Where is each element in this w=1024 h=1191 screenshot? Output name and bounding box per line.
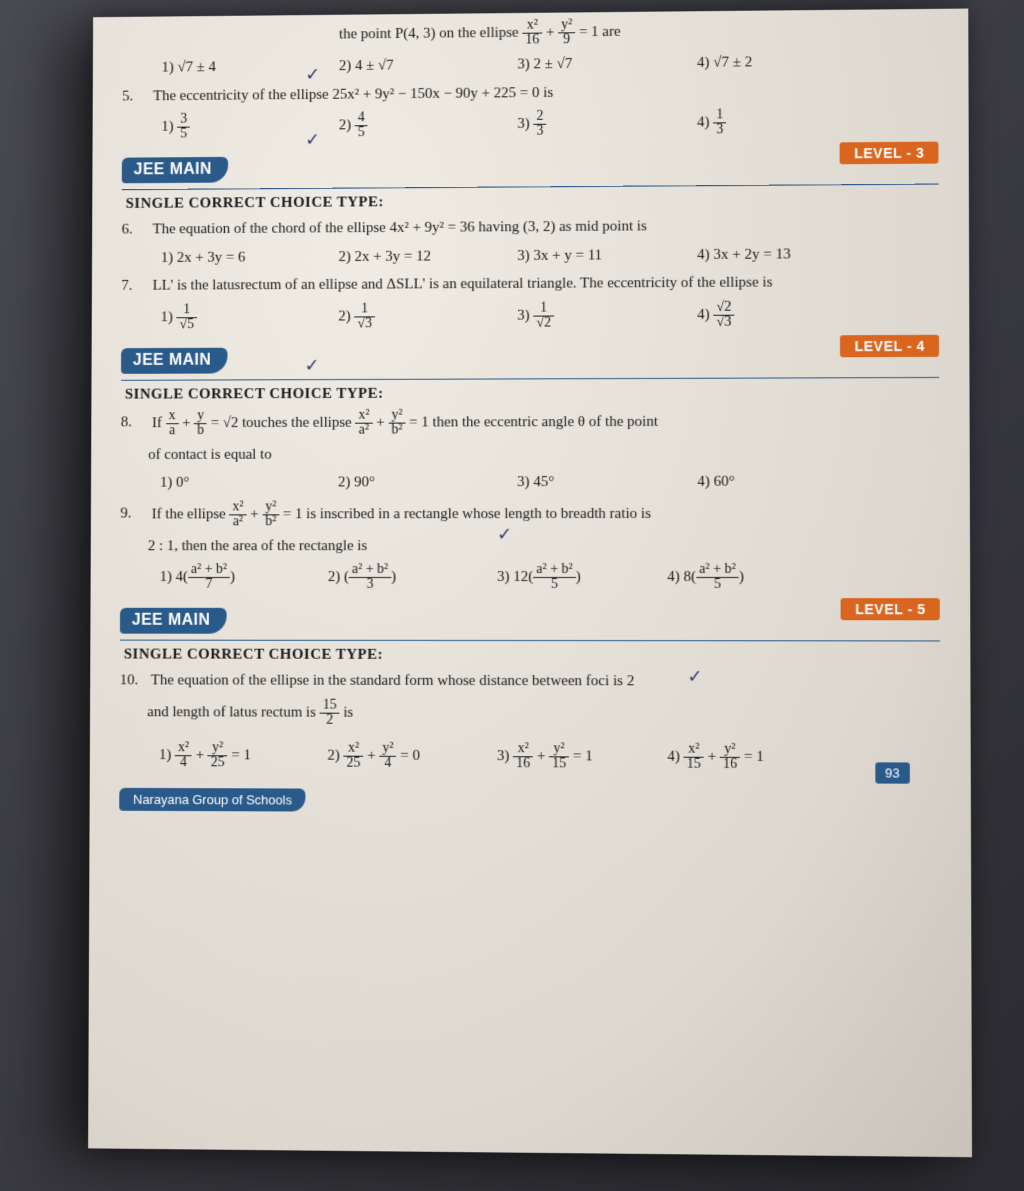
divider <box>120 640 940 642</box>
option: 2) (a² + b²3) <box>328 563 467 592</box>
q7-text: LL' is the latusrectum of an ellipse and… <box>153 275 773 294</box>
worksheet-page: the point P(4, 3) on the ellipse x²16 + … <box>88 9 972 1158</box>
option: 2) 45 <box>339 110 478 140</box>
q10: 10. The equation of the ellipse in the s… <box>120 669 940 693</box>
option: 1) 35 <box>161 112 299 142</box>
q4-text: the point P(4, 3) on the ellipse <box>339 25 519 43</box>
qnum: 5. <box>122 85 150 107</box>
q6: 6. The equation of the chord of the elli… <box>122 214 939 241</box>
qnum: 10. <box>120 669 148 691</box>
frac: y²9 <box>558 18 575 47</box>
option: 4) 60° <box>697 471 838 494</box>
content: the point P(4, 3) on the ellipse x²16 + … <box>119 15 940 814</box>
option: 2) 90° <box>338 471 477 494</box>
q6-options: 1) 2x + 3y = 6 2) 2x + 3y = 12 3) 3x + y… <box>161 242 939 269</box>
option: 4) 8(a² + b²5) <box>667 563 808 592</box>
option: 1) √7 ± 4 <box>162 56 300 79</box>
page-number: 93 <box>875 762 910 783</box>
q10-options: 1) x²4 + y²25 = 1 2) x²25 + y²4 = 0 3) x… <box>159 741 940 773</box>
q9: 9. If the ellipse x²a² + y²b² = 1 is ins… <box>120 499 939 529</box>
section-type: SINGLE CORRECT CHOICE TYPE: <box>126 191 939 213</box>
jee-main-tab: JEE MAIN <box>120 608 226 634</box>
option: 3) 2 ± √7 <box>517 52 657 76</box>
jee-main-tab: JEE MAIN <box>121 347 227 373</box>
option: 4) √2√3 <box>697 300 838 330</box>
option: 4) 3x + 2y = 13 <box>697 243 838 266</box>
section-type: SINGLE CORRECT CHOICE TYPE: <box>124 647 940 665</box>
divider <box>121 376 939 380</box>
q9-cont: 2 : 1, then the area of the rectangle is <box>148 534 940 557</box>
q8-cont: of contact is equal to <box>148 442 939 466</box>
qnum: 9. <box>120 503 148 525</box>
option: 2) 2x + 3y = 12 <box>338 245 477 268</box>
q4-fragment: the point P(4, 3) on the ellipse x²16 + … <box>339 15 938 49</box>
frac: x²16 <box>522 19 542 48</box>
qnum: 6. <box>122 219 150 241</box>
option: 3) 45° <box>517 471 657 494</box>
option: 2) x²25 + y²4 = 0 <box>327 741 467 770</box>
option: 2) 4 ± √7 <box>339 54 478 77</box>
option: 1) x²4 + y²25 = 1 <box>159 741 298 770</box>
option: 1) 0° <box>160 472 298 495</box>
option: 3) 3x + y = 11 <box>517 244 657 267</box>
option: 3) 1√2 <box>517 301 657 331</box>
option: 3) 23 <box>517 109 657 139</box>
q9-options: 1) 4(a² + b²7) 2) (a² + b²3) 3) 12(a² + … <box>160 563 940 592</box>
option: 1) 1√5 <box>161 302 299 331</box>
option: 3) 12(a² + b²5) <box>497 563 637 592</box>
option: 4) x²15 + y²16 = 1 <box>667 742 808 772</box>
q6-text: The equation of the chord of the ellipse… <box>153 218 647 237</box>
q4-options: 1) √7 ± 4 2) 4 ± √7 3) 2 ± √7 4) √7 ± 2 <box>162 50 939 79</box>
q8: 8. If xa + yb = √2 touches the ellipse x… <box>121 407 940 438</box>
q8-options: 1) 0° 2) 90° 3) 45° 4) 60° <box>160 470 940 494</box>
level-badge: LEVEL - 4 <box>840 334 939 356</box>
jee-main-tab: JEE MAIN <box>122 157 228 183</box>
level-badge: LEVEL - 3 <box>840 142 938 165</box>
option: 1) 2x + 3y = 6 <box>161 246 299 269</box>
level-badge: LEVEL - 5 <box>841 598 940 620</box>
qnum: 7. <box>121 275 149 297</box>
option: 4) 13 <box>697 107 838 137</box>
q10-cont: and length of latus rectum is 152 is <box>147 698 940 729</box>
option: 1) 4(a² + b²7) <box>160 563 299 592</box>
q7-options: 1) 1√5 2) 1√3 3) 1√2 4) √2√3 <box>161 299 939 331</box>
q5-options: 1) 35 2) 45 3) 23 4) 13 <box>161 107 938 142</box>
q7: 7. LL' is the latusrectum of an ellipse … <box>121 271 939 298</box>
qnum: 8. <box>121 412 149 434</box>
footer-brand: Narayana Group of Schools <box>119 787 306 811</box>
option: 2) 1√3 <box>338 301 477 330</box>
section-type: SINGLE CORRECT CHOICE TYPE: <box>125 383 939 403</box>
q5-text: The eccentricity of the ellipse 25x² + 9… <box>153 85 553 104</box>
option: 3) x²16 + y²15 = 1 <box>497 742 637 772</box>
q5: 5. The eccentricity of the ellipse 25x² … <box>122 78 938 107</box>
option: 4) √7 ± 2 <box>697 51 837 75</box>
